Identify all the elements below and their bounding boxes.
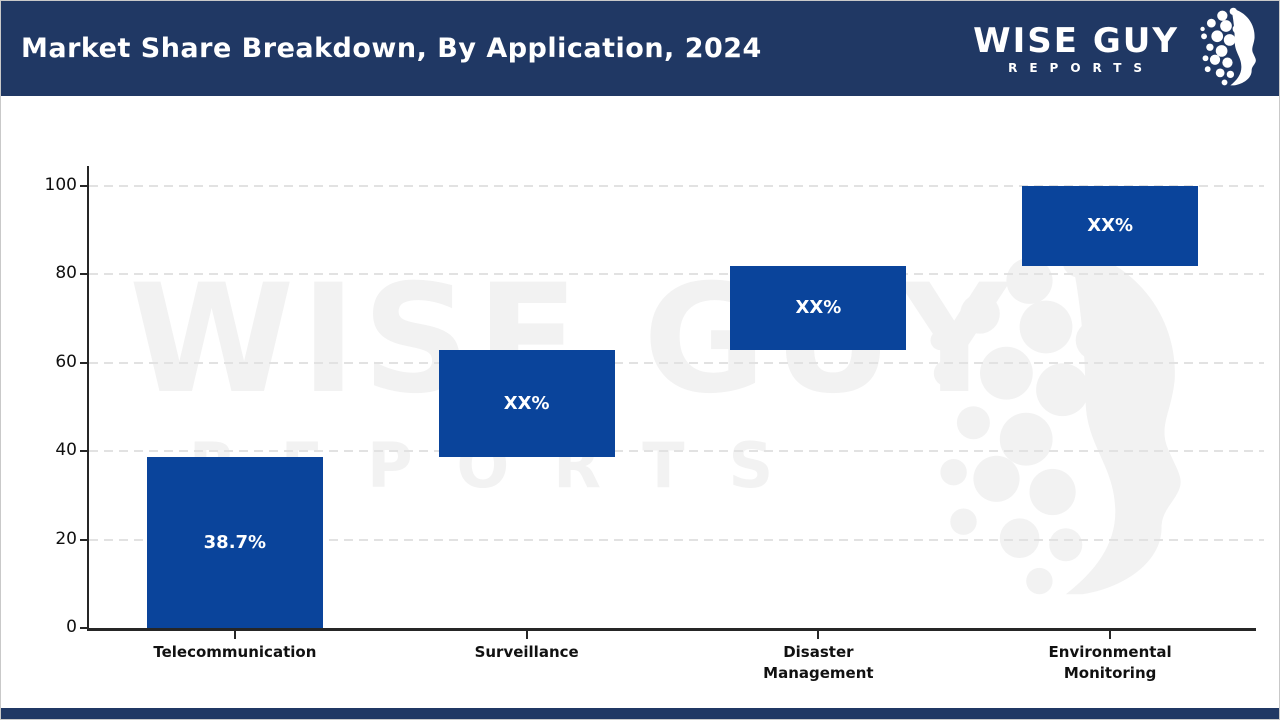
bar-telecommunication: 38.7% (146, 456, 323, 628)
y-axis-line (87, 166, 89, 630)
y-tickmark-40 (80, 450, 89, 453)
x-tickmark-disaster-management (817, 631, 820, 639)
x-axis-line (87, 628, 1256, 631)
page-title: Market Share Breakdown, By Application, … (21, 33, 762, 64)
x-tickmark-environmental-monitoring (1109, 631, 1112, 639)
x-category-label-telecommunication: Telecommunication (153, 643, 317, 661)
watermark-head-icon (881, 226, 1211, 626)
wiseguy-head-icon (1185, 7, 1267, 89)
y-tick-label-20: 20 (55, 528, 77, 549)
brand-logo: WISE GUY REPORTS (973, 7, 1267, 89)
y-tickmark-100 (80, 185, 89, 187)
bar-value-label-surveillance: XX% (503, 392, 550, 414)
bar-value-label-telecommunication: 38.7% (203, 531, 267, 553)
y-tick-label-40: 40 (55, 440, 77, 461)
y-tick-label-0: 0 (66, 617, 77, 637)
footer-bar (1, 708, 1279, 719)
header-bar: Market Share Breakdown, By Application, … (1, 1, 1279, 96)
x-tickmark-telecommunication (233, 631, 236, 639)
y-tickmark-60 (80, 361, 89, 364)
bar-value-label-environmental-monitoring: XX% (1087, 215, 1134, 237)
gridline-20 (89, 538, 1264, 541)
x-category-label-environmental-monitoring: Environmental Monitoring (1048, 643, 1172, 682)
gridline-80 (89, 273, 1264, 276)
gridline-60 (89, 361, 1264, 364)
y-tick-label-80: 80 (55, 263, 77, 284)
y-tickmark-80 (80, 273, 89, 276)
bar-disaster-management: XX% (730, 265, 907, 350)
brand-name: WISE GUY (973, 20, 1179, 61)
x-category-label-disaster-management: Disaster Management (763, 643, 874, 682)
y-tickmark-20 (80, 538, 89, 541)
gridline-40 (89, 450, 1264, 453)
x-tickmark-surveillance (525, 631, 528, 639)
y-tickmark-0 (80, 627, 89, 629)
gridline-100 (89, 185, 1264, 187)
bar-surveillance: XX% (438, 349, 615, 457)
y-tick-label-60: 60 (55, 351, 77, 372)
x-category-label-surveillance: Surveillance (474, 643, 579, 661)
y-tick-label-100: 100 (44, 175, 77, 195)
brand-logo-text: WISE GUY REPORTS (973, 22, 1179, 75)
bar-value-label-disaster-management: XX% (795, 297, 842, 319)
brand-subtitle: REPORTS (1008, 60, 1155, 75)
bar-environmental-monitoring: XX% (1022, 186, 1199, 266)
